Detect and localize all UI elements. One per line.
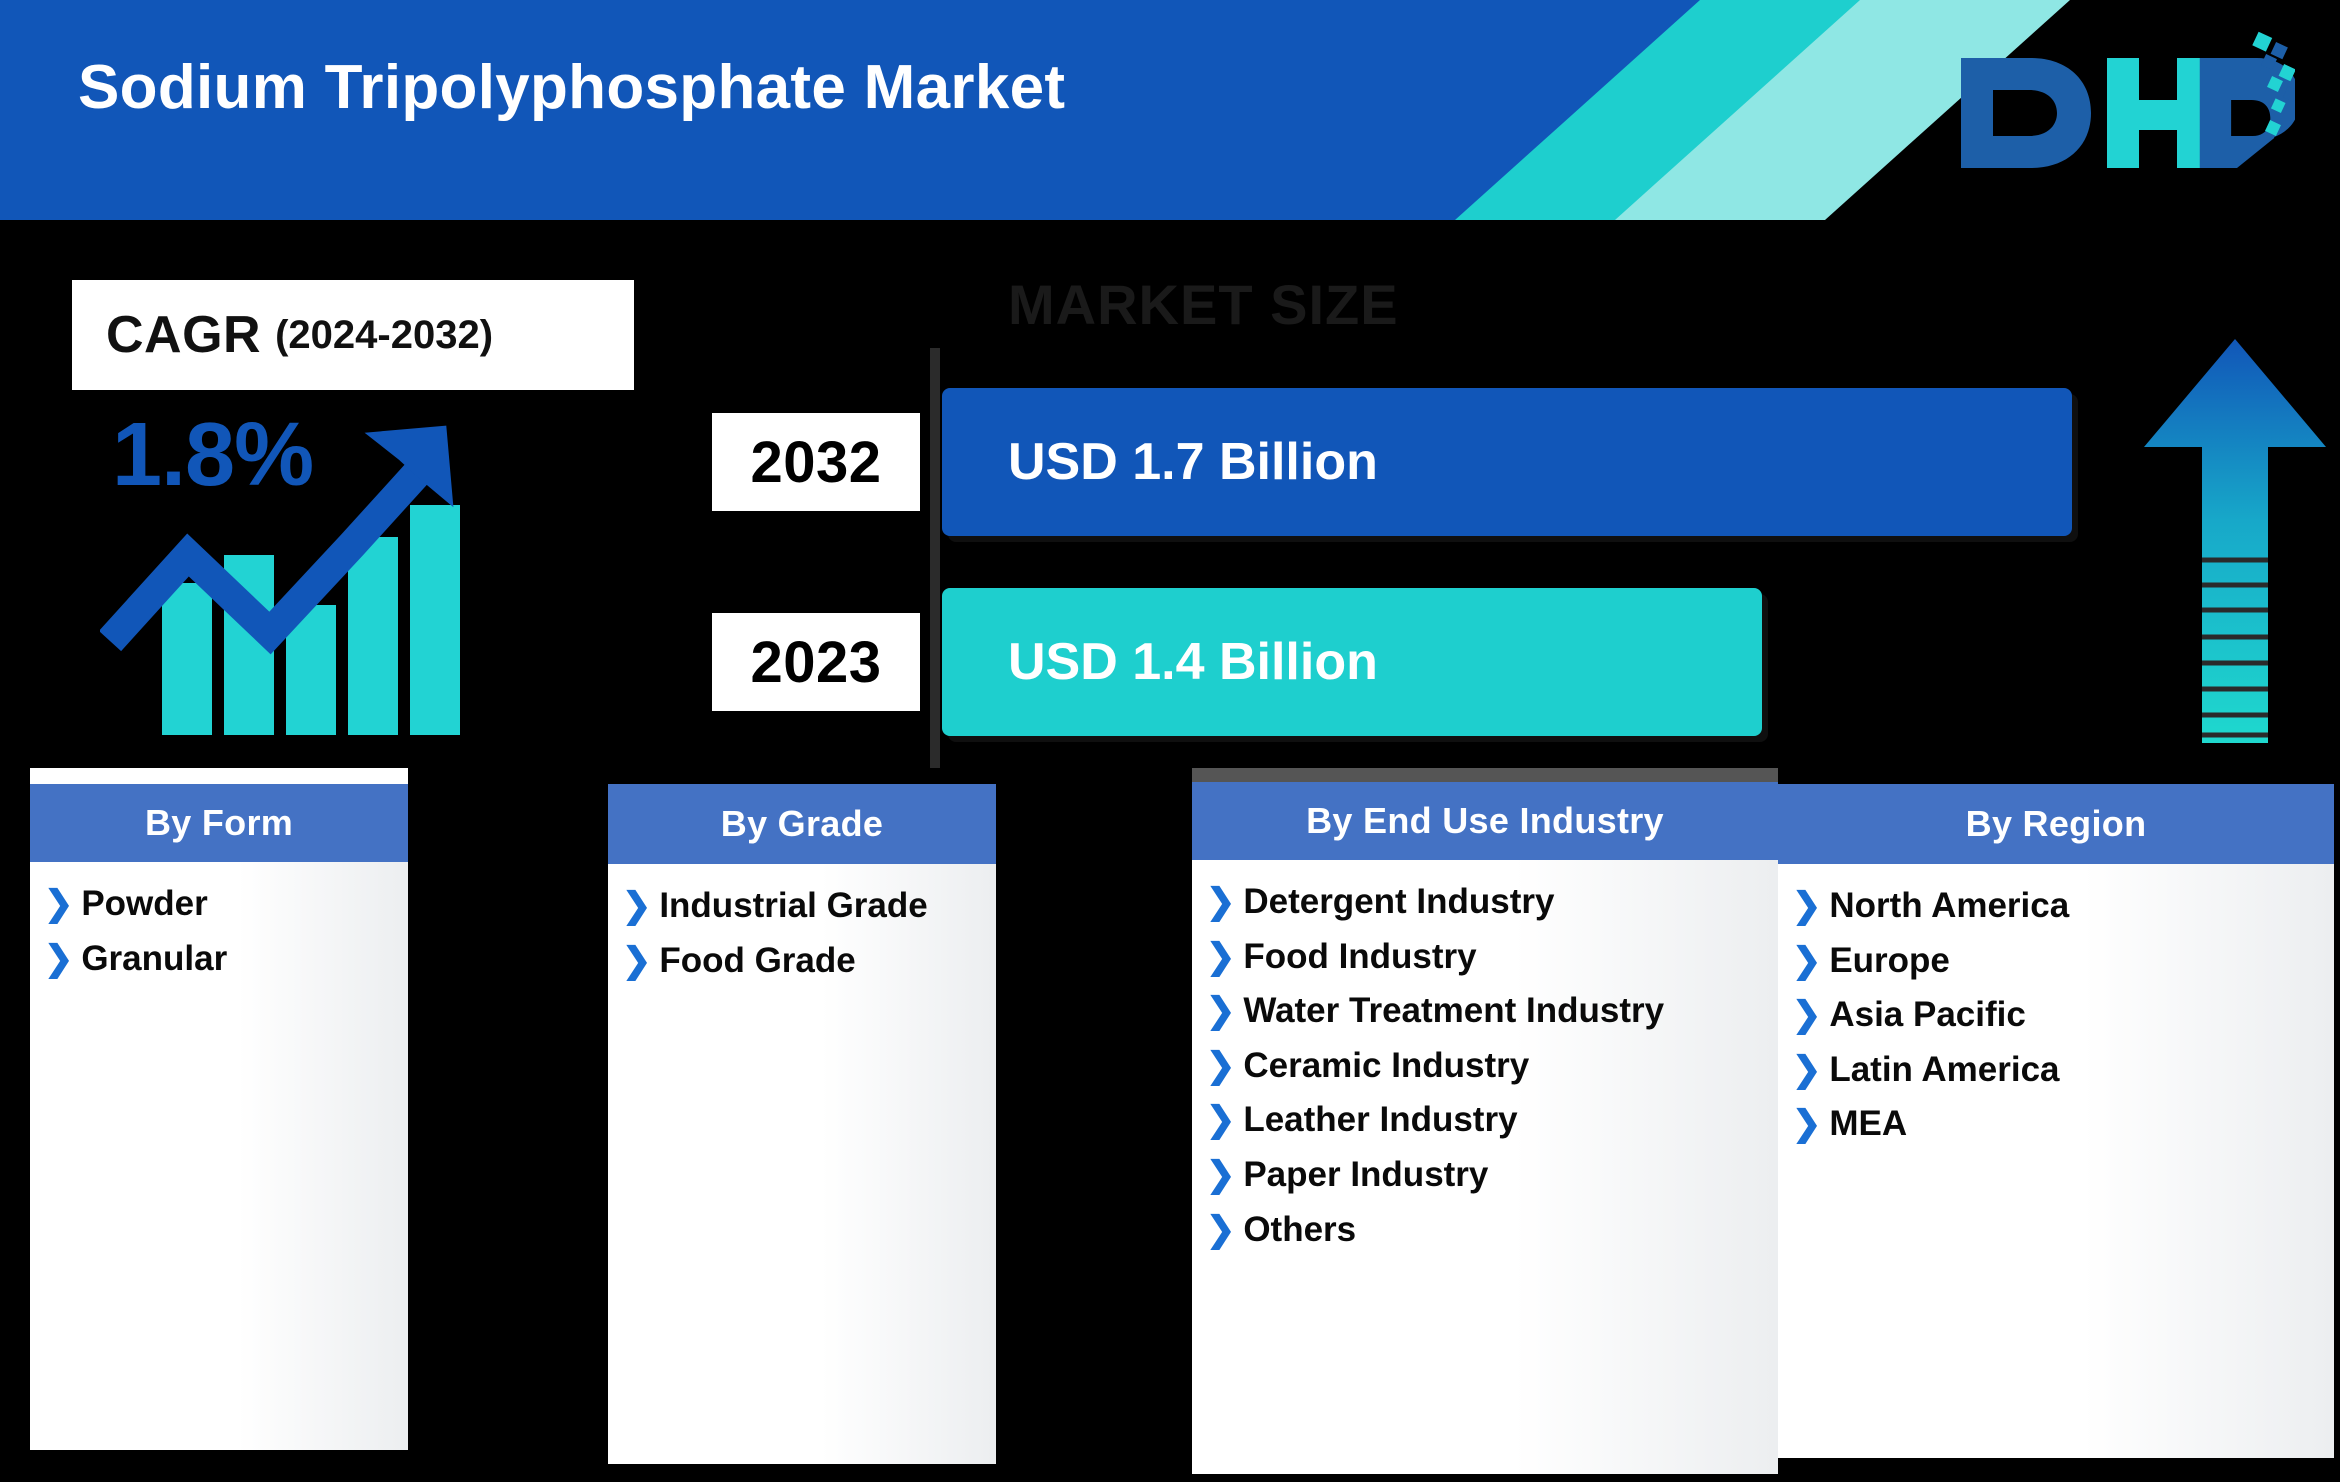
chevron-right-icon: ❯ — [1206, 936, 1236, 976]
chevron-right-icon: ❯ — [1792, 886, 1822, 925]
segment-cards: By Form ❯ Powder ❯ Granular By Grade ❯ I… — [0, 768, 2340, 1482]
up-arrow-icon — [2140, 335, 2330, 750]
list-item[interactable]: ❯ Granular — [44, 939, 408, 980]
list-item[interactable]: ❯ Asia Pacific — [1792, 995, 2334, 1036]
dhr-logo — [1955, 28, 2300, 168]
segment-card-heading: By Region — [1778, 784, 2334, 864]
segment-card-body: ❯ North America ❯ Europe ❯ Asia Pacific … — [1778, 864, 2334, 1458]
bar-year-label: 2023 — [712, 613, 920, 711]
segment-card-body: ❯ Industrial Grade ❯ Food Grade — [608, 864, 996, 1464]
list-item-label: Powder — [81, 884, 208, 923]
list-item-label: Leather Industry — [1243, 1100, 1518, 1140]
card-top-strip — [30, 768, 408, 784]
card-top-strip — [1192, 768, 1778, 782]
list-item-label: Ceramic Industry — [1243, 1045, 1530, 1085]
chevron-right-icon: ❯ — [1792, 940, 1822, 980]
bar-value-2032: USD 1.7 Billion — [942, 388, 2072, 536]
segment-card-body: ❯ Powder ❯ Granular — [30, 862, 408, 1450]
list-item[interactable]: ❯ Powder — [44, 884, 408, 925]
list-item-label: North America — [1829, 886, 2070, 925]
list-item[interactable]: ❯ Others — [1206, 1210, 1778, 1251]
market-size-title: MARKET SIZE — [1008, 273, 1399, 336]
chevron-right-icon: ❯ — [1206, 882, 1236, 921]
chevron-right-icon: ❯ — [1206, 991, 1236, 1031]
segment-card-body: ❯ Detergent Industry ❯ Food Industry ❯ W… — [1192, 860, 1778, 1474]
list-item[interactable]: ❯ Detergent Industry — [1206, 882, 1778, 923]
bar-row-2023: 2023 USD 1.4 Billion — [712, 588, 1762, 736]
chevron-right-icon: ❯ — [44, 938, 74, 978]
list-item[interactable]: ❯ Latin America — [1792, 1050, 2334, 1091]
logo-fan-dots — [2252, 31, 2299, 136]
list-item-label: MEA — [1829, 1104, 1908, 1144]
cagr-box: CAGR (2024-2032) — [72, 280, 634, 390]
cagr-period: (2024-2032) — [275, 312, 494, 357]
bar-value-2023: USD 1.4 Billion — [942, 588, 1762, 736]
list-item-label: Water Treatment Industry — [1243, 991, 1665, 1031]
list-item-label: Latin America — [1829, 1049, 2060, 1089]
list-item[interactable]: ❯ MEA — [1792, 1104, 2334, 1145]
segment-card-by-form[interactable]: By Form ❯ Powder ❯ Granular — [30, 768, 408, 1450]
segment-card-by-end-use-industry[interactable]: By End Use Industry ❯ Detergent Industry… — [1192, 768, 1778, 1474]
segment-card-by-region[interactable]: By Region ❯ North America ❯ Europe ❯ Asi… — [1778, 768, 2334, 1458]
list-item[interactable]: ❯ Food Industry — [1206, 937, 1778, 978]
cagr-value: 1.8% — [112, 405, 314, 505]
list-item-label: Food Grade — [659, 940, 856, 980]
chevron-right-icon: ❯ — [1206, 1209, 1236, 1249]
chevron-right-icon: ❯ — [1206, 1045, 1236, 1085]
segment-card-heading: By Form — [30, 784, 408, 862]
chevron-right-icon: ❯ — [1206, 1100, 1236, 1140]
chevron-right-icon: ❯ — [1792, 995, 1822, 1035]
list-item[interactable]: ❯ Leather Industry — [1206, 1100, 1778, 1141]
segment-card-by-grade[interactable]: By Grade ❯ Industrial Grade ❯ Food Grade — [608, 768, 996, 1464]
list-item-label: Asia Pacific — [1829, 995, 2026, 1035]
list-item[interactable]: ❯ Europe — [1792, 941, 2334, 982]
list-item[interactable]: ❯ Food Grade — [622, 941, 996, 982]
list-item-label: Detergent Industry — [1243, 882, 1555, 921]
chart-axis-line — [930, 348, 940, 768]
list-item[interactable]: ❯ Ceramic Industry — [1206, 1046, 1778, 1087]
segment-card-heading: By End Use Industry — [1192, 782, 1778, 860]
list-item[interactable]: ❯ Industrial Grade — [622, 886, 996, 927]
header-blue-shape — [0, 0, 1790, 220]
list-item[interactable]: ❯ Water Treatment Industry — [1206, 991, 1778, 1032]
list-item[interactable]: ❯ North America — [1792, 886, 2334, 927]
list-item-label: Industrial Grade — [659, 886, 928, 925]
cagr-label: CAGR — [106, 306, 262, 364]
list-item-label: Others — [1243, 1209, 1357, 1249]
list-item[interactable]: ❯ Paper Industry — [1206, 1155, 1778, 1196]
chevron-right-icon: ❯ — [1792, 1104, 1822, 1144]
page-title: Sodium Tripolyphosphate Market — [78, 53, 1066, 122]
chevron-right-icon: ❯ — [1792, 1049, 1822, 1089]
bar-row-2032: 2032 USD 1.7 Billion — [712, 388, 2072, 536]
list-item-label: Europe — [1829, 940, 1950, 980]
list-item-label: Food Industry — [1243, 936, 1477, 976]
segment-card-heading: By Grade — [608, 784, 996, 864]
page-header: Sodium Tripolyphosphate Market — [0, 0, 2340, 220]
list-item-label: Paper Industry — [1243, 1154, 1489, 1194]
chevron-right-icon: ❯ — [622, 940, 652, 980]
chevron-right-icon: ❯ — [44, 884, 74, 923]
growth-chart-icon — [98, 395, 530, 735]
chevron-right-icon: ❯ — [1206, 1154, 1236, 1194]
chevron-right-icon: ❯ — [622, 886, 652, 925]
list-item-label: Granular — [81, 938, 228, 978]
bar-year-label: 2032 — [712, 413, 920, 511]
